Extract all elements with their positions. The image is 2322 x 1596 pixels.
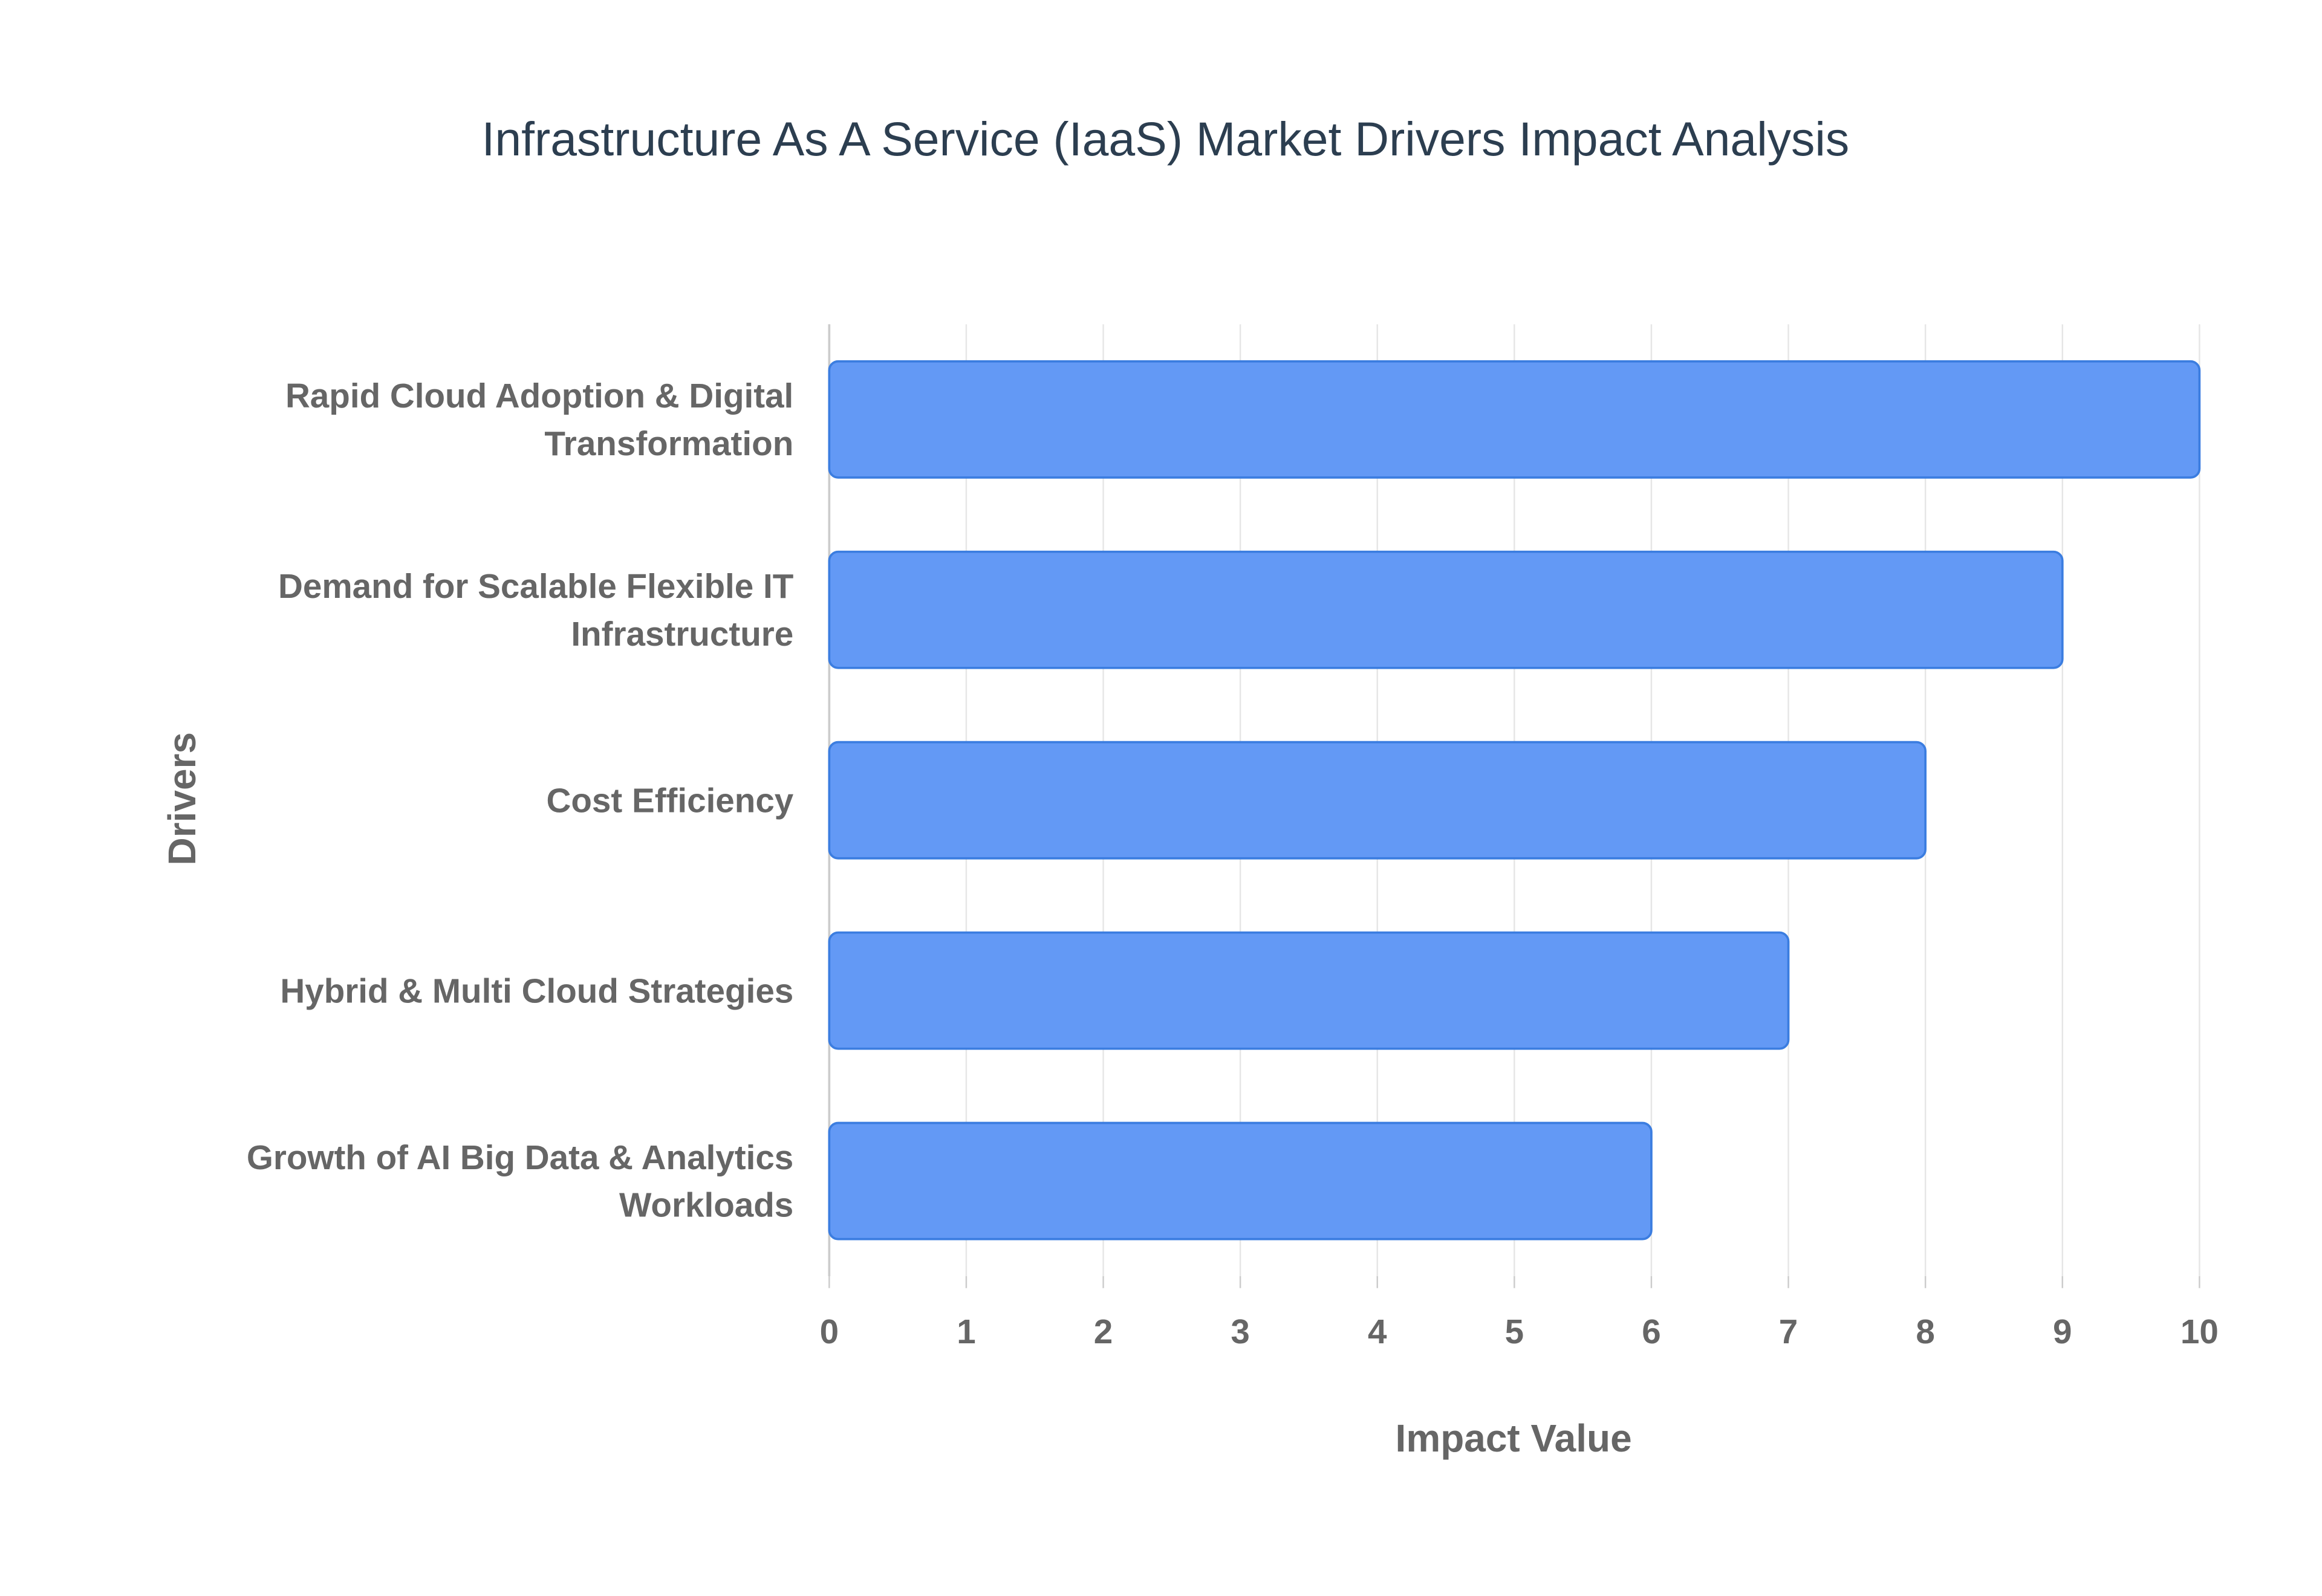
y-tick-label: Demand for Scalable Flexible IT Infrastr… [278, 566, 794, 654]
bar [828, 360, 2201, 479]
y-tick-label: Rapid Cloud Adoption & Digital Transform… [285, 376, 794, 463]
y-tick-label: Cost Efficiency [546, 780, 794, 820]
y-tick-label: Hybrid & Multi Cloud Strategies [280, 971, 794, 1010]
y-tick-label: Growth of AI Big Data & Analytics Worklo… [246, 1138, 794, 1224]
x-tick-label: 1 [957, 1312, 975, 1351]
category-label-box: Growth of AI Big Data & Analytics Worklo… [246, 1138, 794, 1224]
x-tick-label: 7 [1779, 1312, 1798, 1351]
category-label-box: Demand for Scalable Flexible IT Infrastr… [278, 566, 794, 654]
x-axis-title: Impact Value [1396, 1416, 1632, 1460]
x-tick-label: 3 [1231, 1312, 1249, 1351]
x-tick-label: 6 [1642, 1312, 1660, 1351]
x-tick-label: 5 [1505, 1312, 1524, 1351]
bar [828, 550, 2064, 669]
chart-title: Infrastructure As A Service (IaaS) Marke… [482, 112, 1850, 166]
category-label-box: Rapid Cloud Adoption & Digital Transform… [285, 376, 794, 463]
x-tick-label: 4 [1368, 1312, 1387, 1351]
x-tick-label: 9 [2053, 1312, 2072, 1351]
x-tick-label: 2 [1094, 1312, 1113, 1351]
category-label-box: Cost Efficiency [546, 780, 794, 820]
x-tick-label: 8 [1916, 1312, 1934, 1351]
x-tick-label: 10 [2181, 1312, 2219, 1351]
y-axis-title: Drivers [160, 732, 204, 866]
x-tick-label: 0 [820, 1312, 839, 1351]
bar [828, 1121, 1653, 1241]
bar [828, 741, 1927, 860]
bar [828, 931, 1790, 1050]
category-label-box: Hybrid & Multi Cloud Strategies [280, 971, 794, 1010]
